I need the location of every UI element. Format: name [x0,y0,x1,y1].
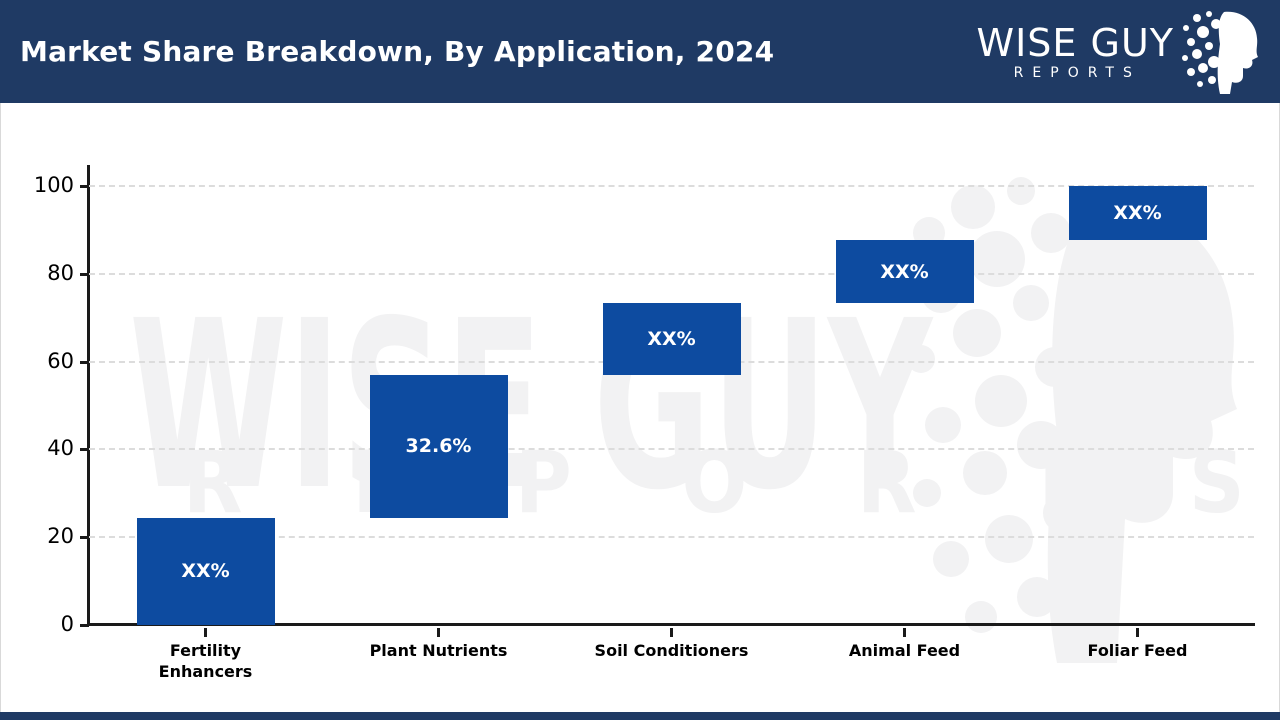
category-label-3: Animal Feed [848,641,961,660]
bar-soil-conditioners: XX% [602,302,741,375]
reports-wordmark: REPORTS [1013,64,1141,81]
bar-fertility-enhancers: XX% [136,517,275,625]
y-tick-100 [80,185,89,188]
gridline-100 [89,185,1254,187]
bar-plant-nutrients: 32.6% [369,374,508,518]
page-title: Market Share Breakdown, By Application, … [20,35,775,68]
y-tick-label-20: 20 [47,524,74,549]
bar-animal-feed: XX% [835,240,974,303]
header: Market Share Breakdown, By Application, … [0,0,1280,103]
y-tick-label-100: 100 [33,173,74,197]
bar-value-label: 32.6% [405,435,472,458]
bar-value-label: XX% [880,260,929,283]
x-tick-2 [670,628,673,637]
wise-guy-wordmark: WISE GUY [976,20,1174,65]
y-tick-60 [80,360,89,364]
x-axis-spine [87,623,1255,626]
gridline-40 [89,448,1254,451]
category-label-4: Foliar Feed [1087,641,1188,660]
category-label-1: Plant Nutrients [369,641,508,660]
category-label-2: Soil Conditioners [594,641,749,660]
gridline-80 [89,272,1254,275]
footer-strip [0,712,1280,720]
brand-wordmark: WISE GUY REPORTS [977,24,1174,80]
x-tick-4 [1136,628,1139,637]
y-tick-40 [80,448,89,452]
y-tick-label-40: 40 [47,436,74,461]
y-axis-spine [87,165,90,626]
bar-value-label: XX% [181,560,230,583]
bar-value-label: XX% [1113,202,1162,225]
y-tick-label-60: 60 [47,348,74,373]
y-tick-80 [80,272,89,276]
x-tick-3 [903,628,906,637]
bar-foliar-feed: XX% [1068,186,1207,241]
face-dots-logo-icon [1176,6,1262,98]
chart-region: WISE GUY R E P O R T S 0 20 40 60 80 100 XX% Fe… [0,103,1280,712]
category-label-0: Fertility Enhancers [158,641,253,681]
gridline-20 [89,536,1254,539]
brand-logo: WISE GUY REPORTS [977,6,1262,98]
bar-value-label: XX% [647,327,696,350]
x-tick-0 [204,628,207,637]
y-tick-label-80: 80 [47,260,74,285]
watermark-text-line1: WISE GUY [129,271,933,541]
y-tick-label-0: 0 [60,612,74,636]
x-tick-1 [437,628,440,637]
y-tick-20 [80,536,89,540]
y-tick-0 [80,624,89,627]
